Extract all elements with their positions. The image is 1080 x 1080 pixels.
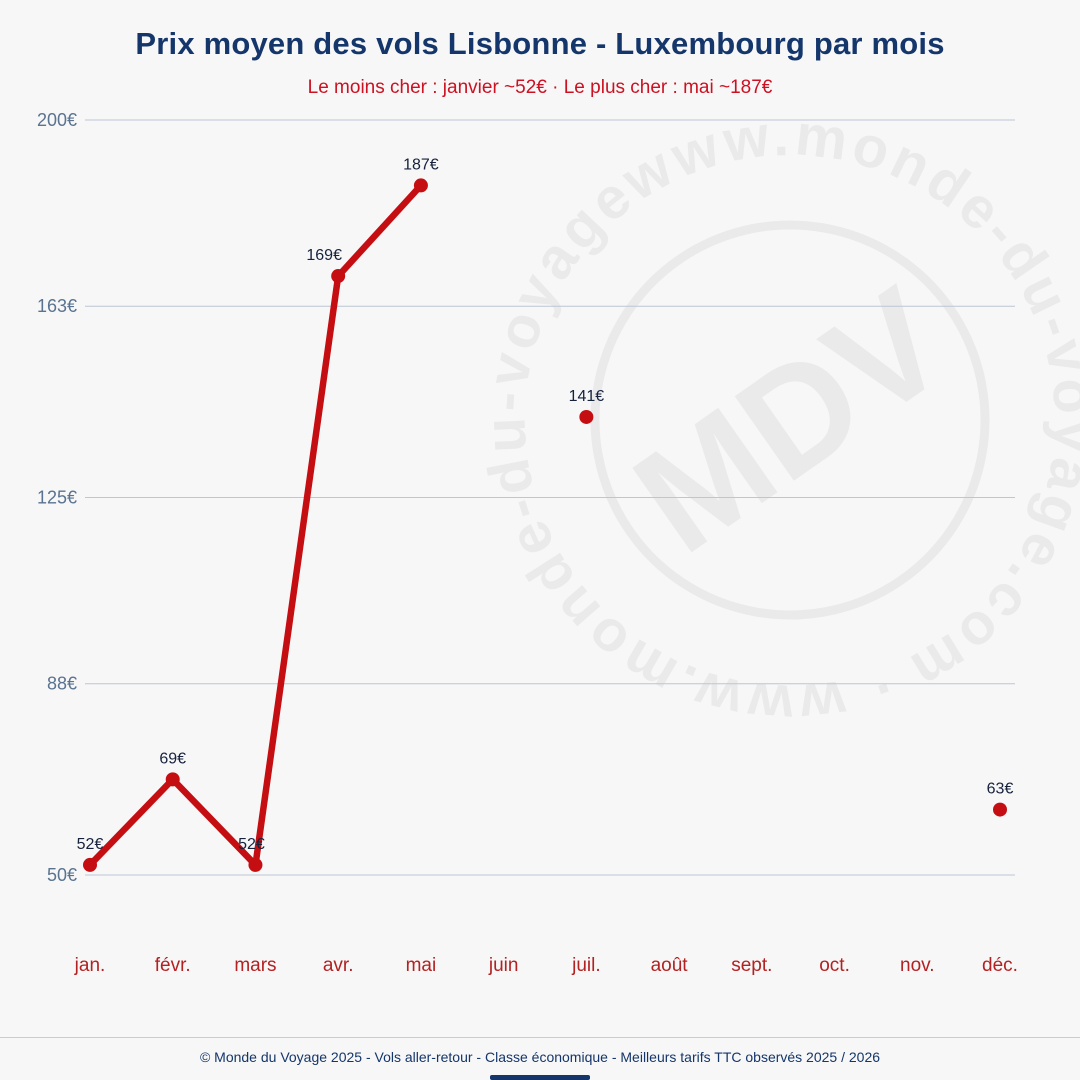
data-point — [248, 857, 263, 872]
bottom-accent-bar — [490, 1075, 590, 1080]
data-point — [993, 802, 1007, 817]
y-tick-label: 88€ — [47, 674, 77, 694]
watermark: www.monde-du-voyage.com · www.monde-du-v… — [347, 0, 1080, 863]
data-point-label: 52€ — [238, 836, 265, 853]
x-tick-label: févr. — [155, 955, 191, 976]
page-title: Prix moyen des vols Lisbonne - Luxembour… — [135, 26, 945, 61]
y-axis-labels: 200€ 163€ 125€ 88€ 50€ — [37, 110, 77, 885]
x-tick-label: déc. — [982, 955, 1018, 976]
data-point-label: 52€ — [77, 836, 104, 853]
page-subtitle: Le moins cher : janvier ~52€ · Le plus c… — [307, 77, 773, 98]
watermark-initials: MDV — [605, 256, 974, 585]
y-tick-label: 163€ — [37, 296, 77, 316]
data-point — [331, 269, 346, 284]
data-point-label: 187€ — [403, 156, 439, 173]
watermark-ring — [590, 220, 990, 620]
data-point — [579, 409, 594, 424]
x-tick-label: juil. — [571, 955, 601, 976]
series-line — [86, 182, 425, 869]
x-tick-label: juin — [488, 955, 519, 976]
y-tick-label: 125€ — [37, 488, 77, 508]
footer: © Monde du Voyage 2025 - Vols aller-reto… — [0, 1037, 1080, 1065]
data-point — [83, 857, 97, 872]
x-tick-label: sept. — [731, 955, 772, 976]
x-tick-label: mai — [406, 955, 437, 976]
x-tick-label: nov. — [900, 955, 935, 976]
y-tick-label: 200€ — [37, 110, 77, 130]
data-point-label: 69€ — [159, 750, 186, 767]
x-tick-label: avr. — [323, 955, 354, 976]
x-tick-label: mars — [234, 955, 276, 976]
footer-text: © Monde du Voyage 2025 - Vols aller-reto… — [199, 1049, 881, 1065]
data-point-label: 169€ — [306, 247, 342, 264]
x-tick-label: jan. — [74, 955, 106, 976]
data-point-label: 63€ — [987, 781, 1014, 798]
data-point — [165, 772, 180, 787]
x-axis-labels: jan. févr. mars avr. mai juin juil. août sept. oc… — [74, 955, 1018, 976]
y-tick-label: 50€ — [47, 865, 77, 885]
price-series: 52€ 69€ 52€ 169€ 187€ 141€ 63€ — [77, 156, 1014, 872]
data-point-label: 141€ — [569, 388, 605, 405]
data-point — [413, 178, 428, 193]
x-tick-label: août — [651, 955, 689, 976]
x-tick-label: oct. — [819, 955, 850, 976]
gridlines — [85, 119, 1015, 876]
